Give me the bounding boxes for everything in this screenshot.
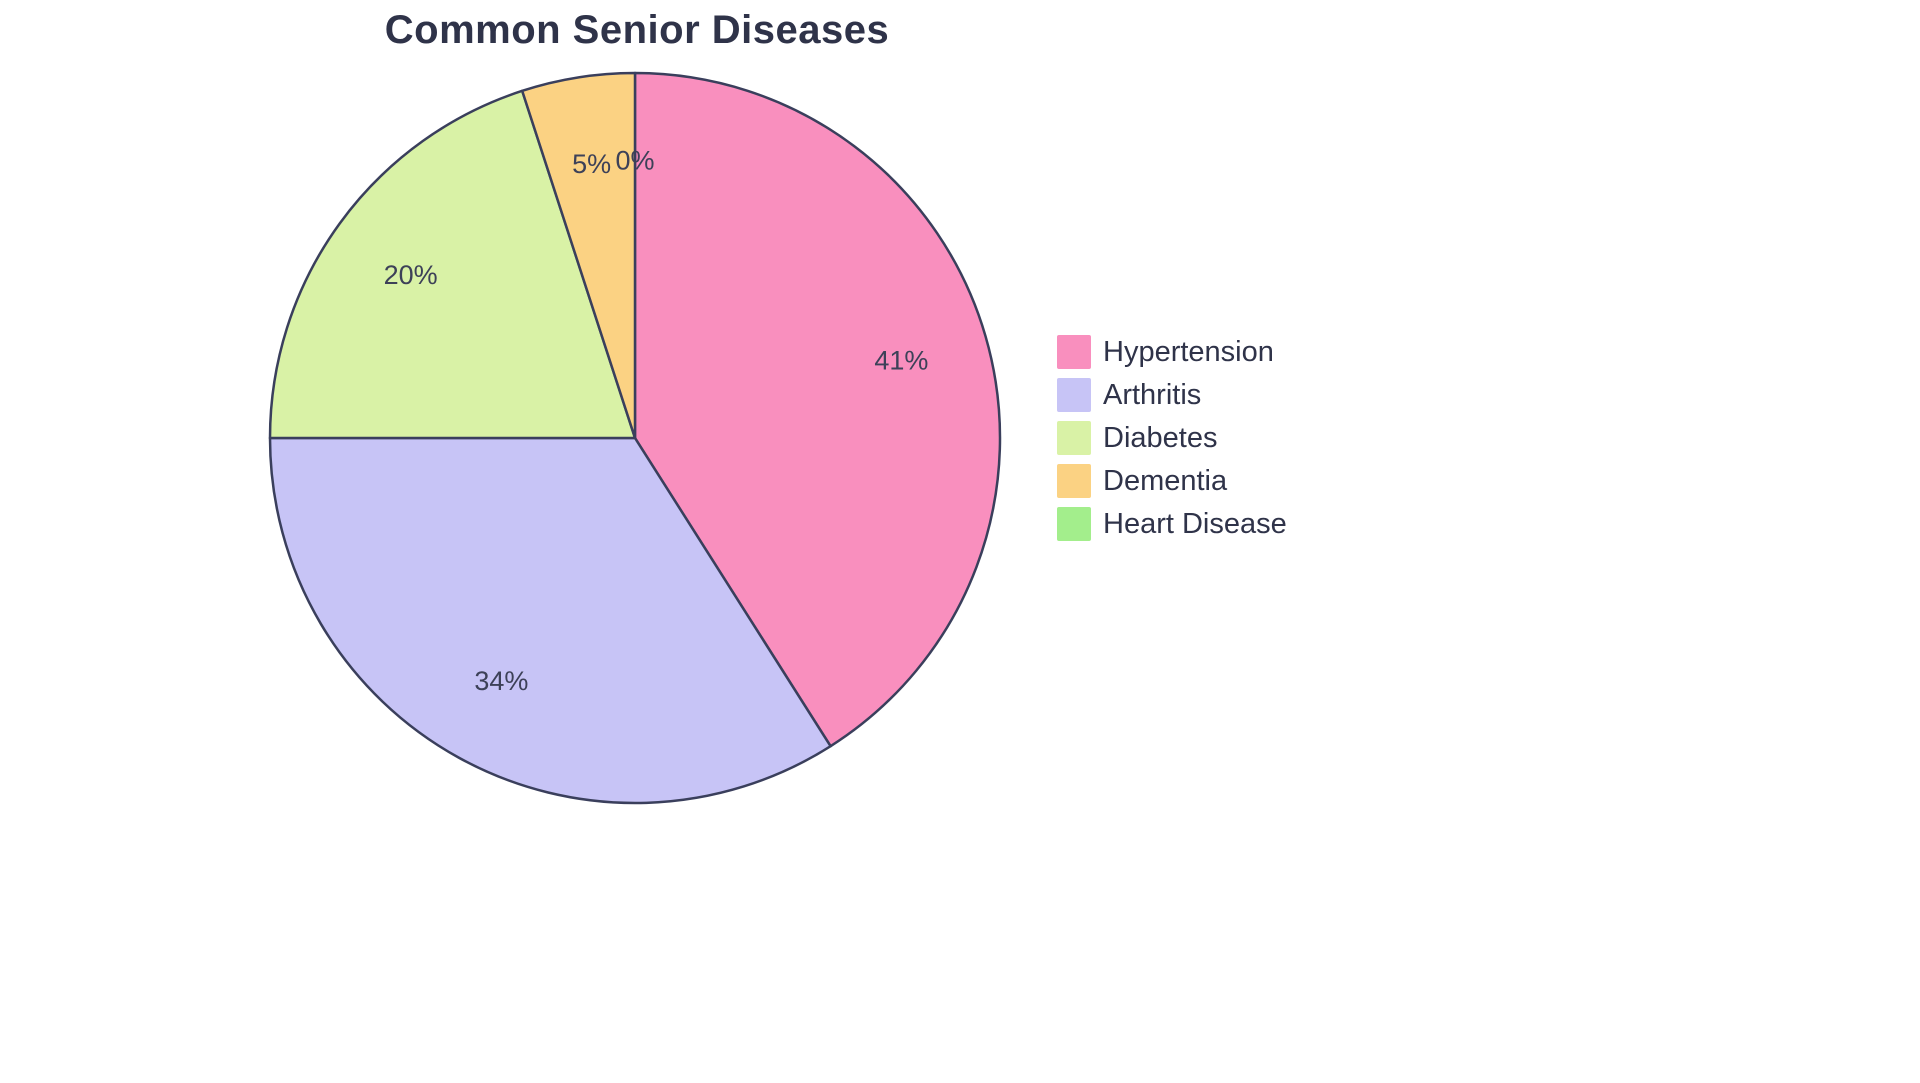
legend-swatch-dementia (1057, 464, 1091, 498)
slice-label-heart-disease: 0% (615, 146, 654, 176)
legend-item-heart-disease: Heart Disease (1057, 507, 1287, 541)
pie-slice-dementia (520, 71, 637, 440)
legend-swatch-hypertension (1057, 335, 1091, 369)
slice-label-dementia: 5% (572, 149, 611, 179)
legend-label-dementia: Dementia (1103, 464, 1228, 497)
legend-label-hypertension: Hypertension (1103, 335, 1274, 368)
legend-swatch-heart-disease (1057, 507, 1091, 541)
legend-label-diabetes: Diabetes (1103, 421, 1218, 454)
legend-label-heart-disease: Heart Disease (1103, 507, 1287, 540)
legend-item-diabetes: Diabetes (1057, 421, 1287, 455)
legend-item-arthritis: Arthritis (1057, 378, 1287, 412)
pie-slice-hypertension (633, 71, 1002, 748)
slice-label-arthritis: 34% (474, 666, 528, 696)
legend-item-hypertension: Hypertension (1057, 335, 1287, 369)
slice-label-diabetes: 20% (384, 260, 438, 290)
pie-slice-diabetes (268, 89, 637, 440)
pie-slice-arthritis (268, 436, 832, 805)
legend-label-arthritis: Arthritis (1103, 378, 1202, 411)
legend-swatch-arthritis (1057, 378, 1091, 412)
legend-item-dementia: Dementia (1057, 464, 1287, 498)
chart-title: Common Senior Diseases (384, 8, 890, 52)
legend-swatch-diabetes (1057, 421, 1091, 455)
legend: Hypertension Arthritis Diabetes Dementia Hea… (1057, 335, 1287, 550)
slice-label-hypertension: 41% (874, 346, 928, 376)
